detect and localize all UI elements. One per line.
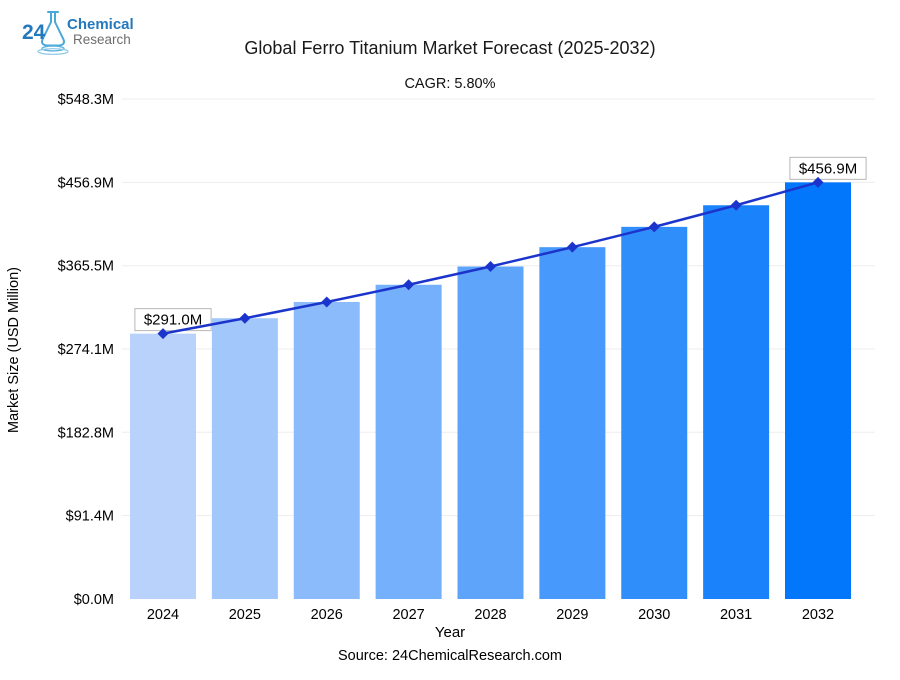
x-tick-label: 2027 — [392, 607, 424, 623]
y-tick-label: $91.4M — [66, 509, 114, 525]
logo-word-chemical: Chemical — [67, 16, 134, 33]
x-tick-label: 2026 — [311, 607, 343, 623]
y-axis-title: Market Size (USD Million) — [6, 267, 22, 433]
source-text: Source: 24ChemicalResearch.com — [337, 648, 563, 664]
data-point-2032[interactable] — [812, 176, 824, 188]
company-logo: 24 Chemical Research — [22, 11, 134, 55]
y-tick-label: $274.1M — [58, 342, 114, 358]
data-point-2030[interactable] — [648, 221, 660, 233]
data-point-2029[interactable] — [566, 241, 578, 253]
annotation-label-2032: $456.9M — [799, 160, 857, 177]
flask-icon — [37, 11, 69, 55]
data-point-2025[interactable] — [239, 312, 251, 324]
bar-2032[interactable] — [785, 182, 851, 600]
chart-subtitle: CAGR: 5.80% — [404, 76, 496, 92]
data-point-2028[interactable] — [485, 261, 496, 273]
x-tick-label: 2032 — [802, 607, 834, 623]
bar-2029[interactable] — [539, 247, 606, 599]
logo-word-research: Research — [73, 32, 131, 47]
x-tick-label: 2031 — [720, 607, 752, 623]
chart-title: Global Ferro Titanium Market Forecast (2… — [244, 38, 656, 58]
x-tick-label: 2025 — [229, 607, 261, 623]
bar-2026[interactable] — [293, 301, 360, 599]
bar-2031[interactable] — [703, 205, 770, 599]
data-point-2027[interactable] — [403, 279, 415, 291]
bar-2025[interactable] — [211, 318, 278, 599]
x-tick-label: 2029 — [556, 607, 588, 623]
bar-2028[interactable] — [457, 266, 524, 599]
bar-2024[interactable] — [130, 333, 196, 599]
y-tick-label: $548.3M — [58, 92, 114, 108]
y-tick-label: $182.8M — [58, 425, 114, 441]
annotation-box-2032 — [789, 156, 867, 180]
y-tick-label: $0.0M — [74, 592, 114, 608]
y-tick-label: $365.5M — [58, 259, 114, 275]
logo-number: 24 — [22, 21, 46, 44]
y-tick-label: $456.9M — [58, 175, 114, 191]
x-axis-title: Year — [434, 624, 466, 641]
x-tick-label: 2028 — [474, 607, 506, 623]
data-point-2026[interactable] — [321, 296, 333, 308]
data-point-2024[interactable] — [157, 328, 169, 340]
annotation-label-2024: $291.0M — [144, 312, 202, 329]
x-tick-label: 2024 — [147, 607, 179, 623]
bar-2030[interactable] — [621, 226, 688, 599]
x-tick-label: 2030 — [638, 607, 670, 623]
bar-2027[interactable] — [375, 284, 442, 599]
data-point-2031[interactable] — [730, 199, 742, 211]
